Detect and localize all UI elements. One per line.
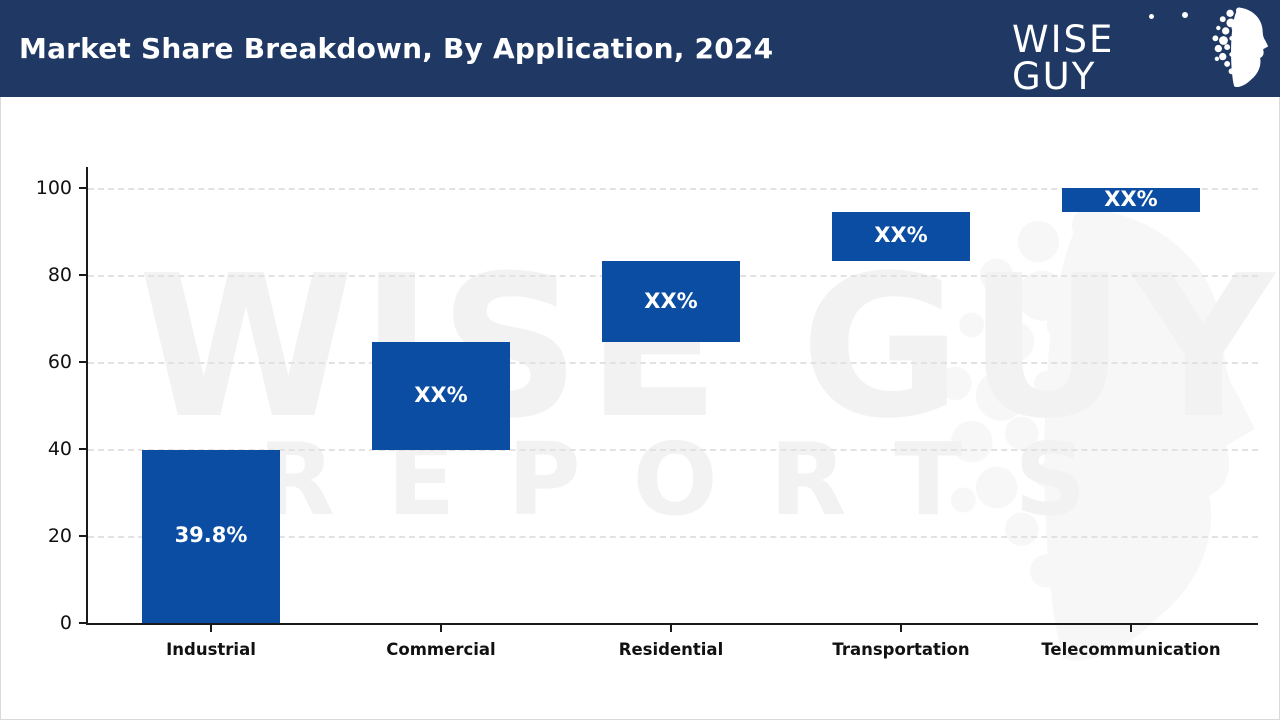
bar-commercial: [372, 342, 510, 450]
bar-telecommunication: [1062, 188, 1200, 212]
logo-wordmark: WISE GUY: [1012, 18, 1115, 98]
x-tick-residential: [670, 625, 672, 632]
category-label-transportation: Transportation: [832, 640, 970, 659]
header-bar: Market Share Breakdown, By Application, …: [0, 0, 1280, 114]
y-tick-label: 80: [47, 264, 72, 286]
y-tick-60: [79, 361, 87, 363]
y-tick-label: 100: [35, 177, 72, 199]
y-tick-label: 60: [47, 351, 72, 373]
wiseguy-head-icon: [1212, 7, 1269, 88]
category-label-industrial: Industrial: [166, 640, 256, 659]
category-label-residential: Residential: [618, 640, 724, 659]
bar-transportation: [832, 211, 970, 261]
gridline-20: [88, 536, 1258, 538]
gridline-100: [88, 188, 1258, 190]
bar-value-label: XX%: [874, 223, 928, 248]
wiseguy-logo-text: WISE GUY REPORTS: [1012, 21, 1200, 114]
y-tick-80: [79, 274, 87, 276]
logo-dot: [1149, 14, 1154, 19]
y-tick-0: [79, 622, 87, 624]
bar-industrial: [142, 449, 280, 623]
x-tick-commercial: [440, 625, 442, 632]
logo-dot: [1182, 12, 1188, 18]
y-axis-line: [86, 167, 88, 625]
gridline-40: [88, 449, 1258, 451]
bar-value-label: XX%: [414, 383, 468, 408]
bar-value-label: XX%: [644, 288, 698, 313]
wiseguy-logo: WISE GUY REPORTS: [1012, 0, 1272, 114]
bar-value-label: 39.8%: [174, 523, 248, 548]
y-tick-20: [79, 535, 87, 537]
x-axis-line: [86, 623, 1258, 625]
bar-residential: [602, 260, 740, 343]
gridline-60: [88, 362, 1258, 364]
y-tick-label: 20: [47, 525, 72, 547]
y-tick-label: 40: [47, 438, 72, 460]
logo-subtitle: REPORTS: [1015, 99, 1152, 114]
y-tick-40: [79, 448, 87, 450]
x-tick-transportation: [900, 625, 902, 632]
category-label-commercial: Commercial: [386, 640, 496, 659]
page-title: Market Share Breakdown, By Application, …: [19, 32, 774, 65]
x-tick-telecommunication: [1130, 625, 1132, 632]
y-tick-100: [79, 187, 87, 189]
category-label-telecommunication: Telecommunication: [1041, 640, 1221, 659]
bar-value-label: XX%: [1104, 186, 1158, 211]
x-tick-industrial: [210, 625, 212, 632]
y-tick-label: 0: [59, 612, 72, 634]
